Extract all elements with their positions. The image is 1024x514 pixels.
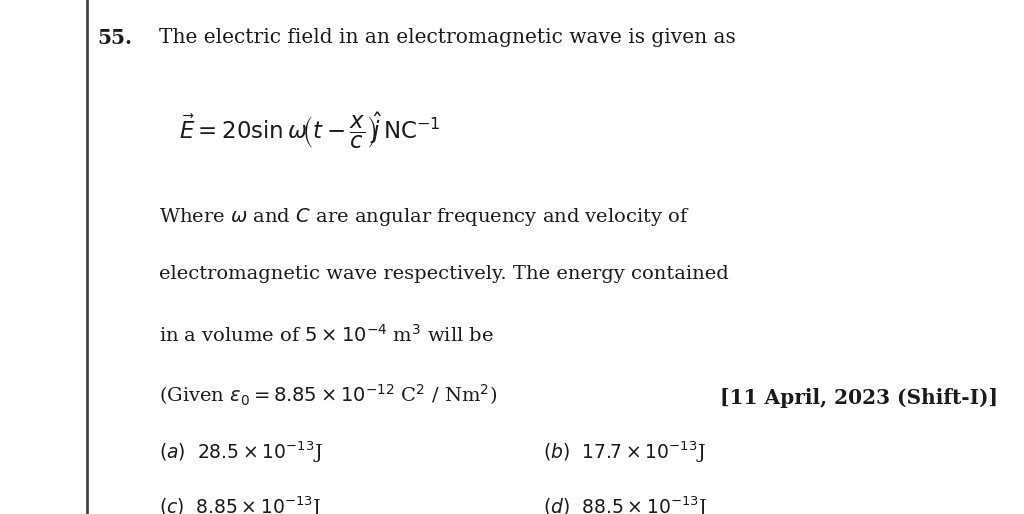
Text: $\vec{E} = 20\sin\omega\!\left(t - \dfrac{x}{c}\right)\!\hat{j}\,\mathrm{NC}^{-1: $\vec{E} = 20\sin\omega\!\left(t - \dfra… [179,111,440,151]
Text: electromagnetic wave respectively. The energy contained: electromagnetic wave respectively. The e… [159,265,728,283]
Text: $(c)$  $8.85\times10^{-13}$J: $(c)$ $8.85\times10^{-13}$J [159,494,321,514]
Text: [11 April, 2023 (Shift-I)]: [11 April, 2023 (Shift-I)] [721,388,998,408]
Text: Where $\omega$ and $C$ are angular frequency and velocity of: Where $\omega$ and $C$ are angular frequ… [159,206,689,228]
Text: in a volume of $5 \times 10^{-4}$ m$^3$ will be: in a volume of $5 \times 10^{-4}$ m$^3$ … [159,324,494,346]
Text: (Given $\varepsilon_0 = 8.85 \times 10^{-12}$ C$^2$ / Nm$^2$): (Given $\varepsilon_0 = 8.85 \times 10^{… [159,383,497,408]
Text: $(d)$  $88.5\times10^{-13}$J: $(d)$ $88.5\times10^{-13}$J [543,494,707,514]
Text: The electric field in an electromagnetic wave is given as: The electric field in an electromagnetic… [159,28,735,47]
Text: $(a)$  $28.5\times10^{-13}$J: $(a)$ $28.5\times10^{-13}$J [159,439,323,465]
Text: $(b)$  $17.7\times10^{-13}$J: $(b)$ $17.7\times10^{-13}$J [543,439,706,465]
Text: 55.: 55. [97,28,132,48]
